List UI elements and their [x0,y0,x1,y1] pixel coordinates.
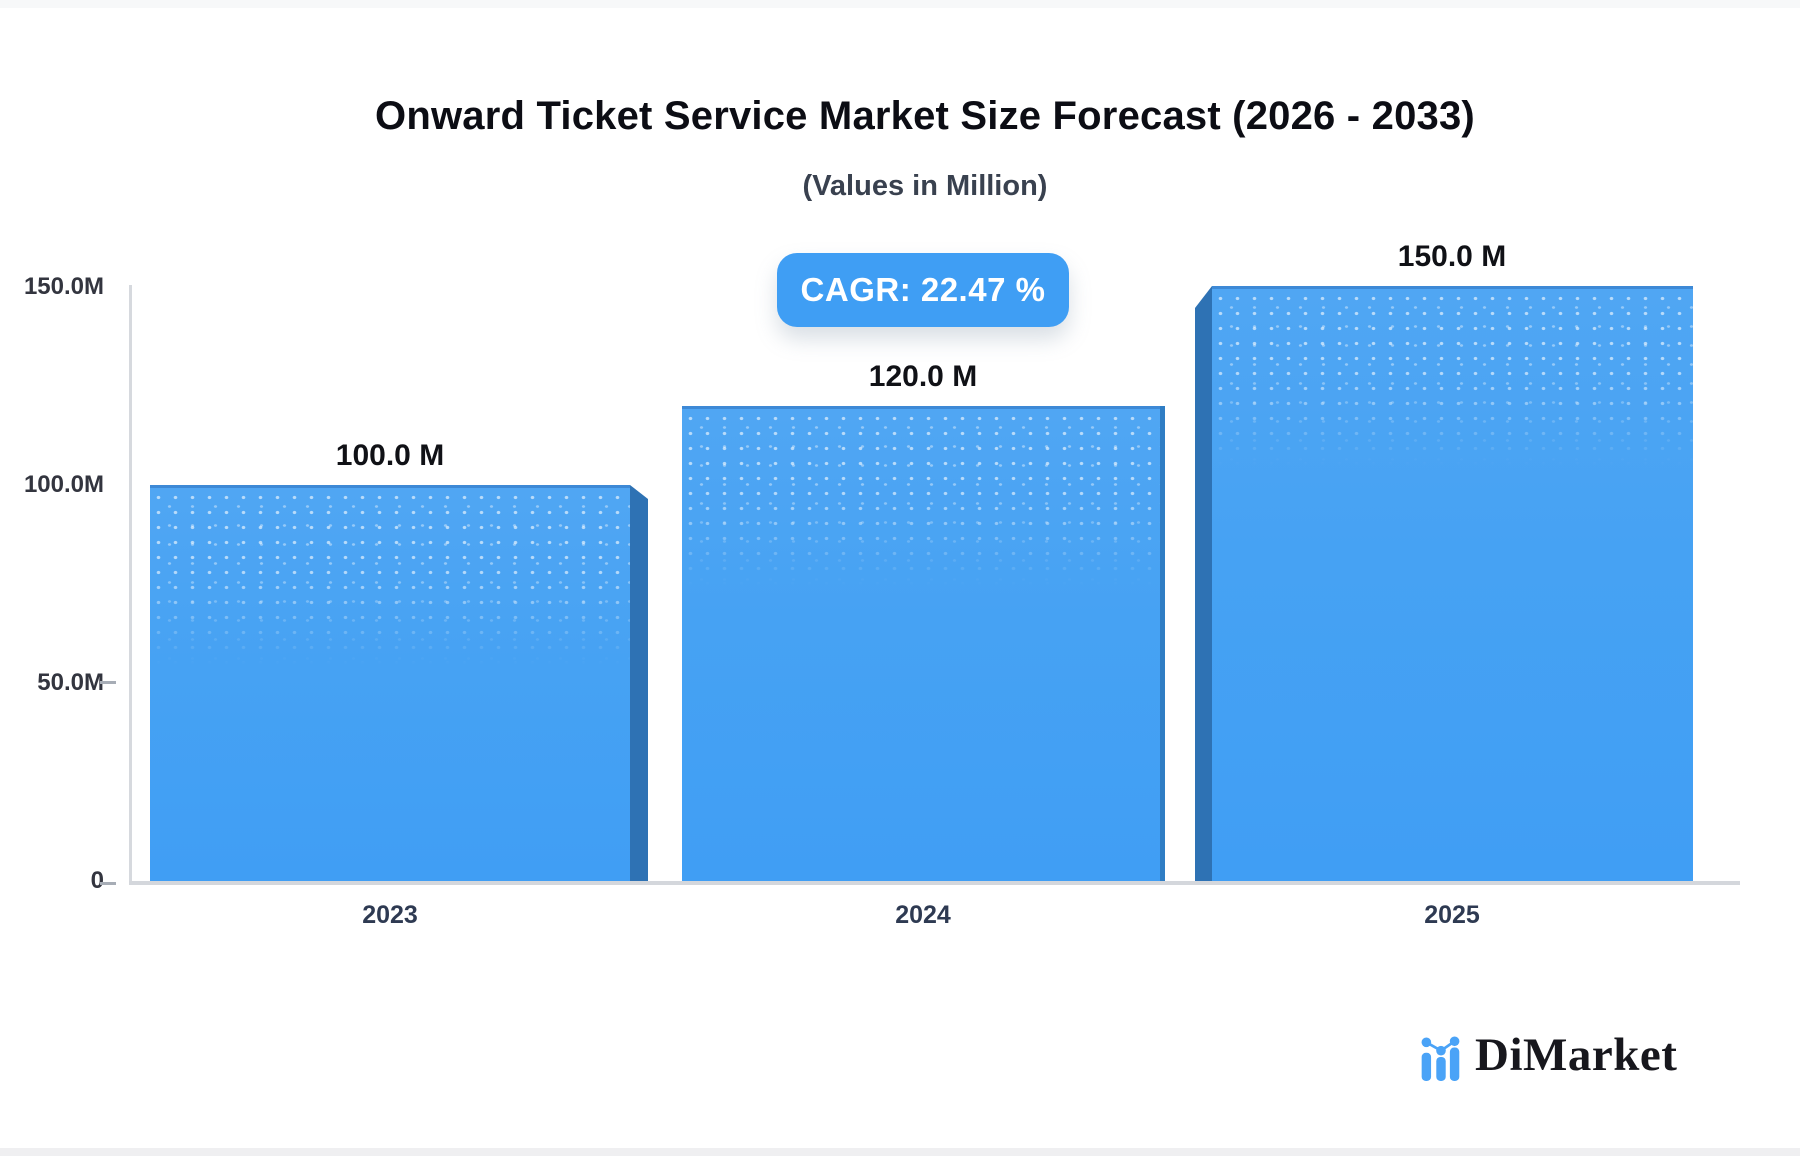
mini-bar-chart-icon [1421,1036,1460,1081]
brand-logo: DiMarket [1420,1032,1677,1081]
brand-logo-text: DiMarket [1475,1029,1678,1081]
value-label-2024: 120.0 M [868,360,978,393]
bar-2024 [682,406,1160,881]
bar-dot-texture [682,411,1160,586]
x-category-label-2025: 2025 [1424,901,1480,929]
x-category-label-2023: 2023 [362,901,418,929]
bar-dot-texture [1212,291,1693,466]
y-tick-label-150m: 150.0M [23,273,104,300]
value-label-2023: 100.0 M [335,439,445,472]
chart-title: Onward Ticket Service Market Size Foreca… [375,94,1475,138]
x-axis-line [129,881,1740,885]
y-tick-label-0: 0 [90,867,104,894]
chart-subtitle: (Values in Million) [802,170,1048,202]
bar-2025 [1212,286,1693,881]
bar-3d-side-2023 [630,485,648,881]
cagr-badge: CAGR: 22.47 % [777,253,1069,327]
bar-3d-side-2025 [1195,286,1212,881]
y-tick-label-100m: 100.0M [23,471,104,498]
y-axis-tick-0 [100,882,116,885]
value-label-2025: 150.0 M [1397,240,1507,273]
bar-2023 [150,485,630,881]
y-axis-tick-50m [100,681,116,684]
x-category-label-2024: 2024 [895,901,951,929]
bar-3d-side-2024 [1160,406,1165,881]
bar-dot-texture [150,490,630,665]
y-tick-label-50m: 50.0M [37,669,104,696]
top-edge-band [0,0,1800,8]
y-axis-line [129,285,132,885]
bottom-edge-band [0,1148,1800,1156]
